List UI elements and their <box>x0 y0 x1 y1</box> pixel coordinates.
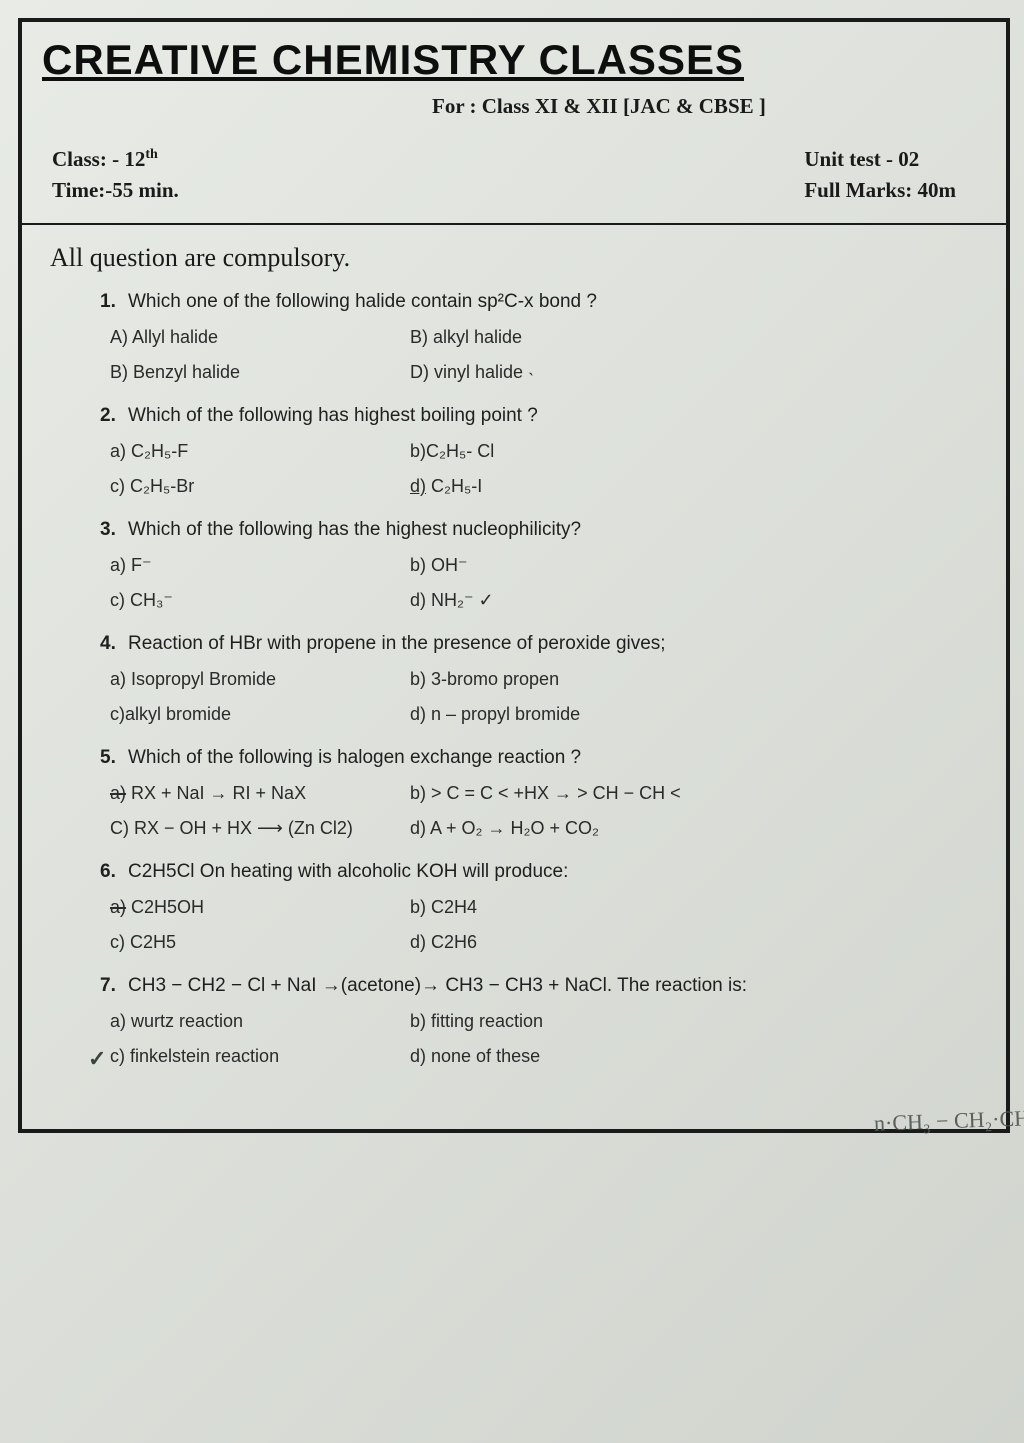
option: a) wurtz reaction <box>110 1011 410 1032</box>
question-number: 3. <box>100 519 128 541</box>
question: 3.Which of the following has the highest… <box>50 519 978 611</box>
question: 4.Reaction of HBr with propene in the pr… <box>50 633 978 725</box>
question-text: 4.Reaction of HBr with propene in the pr… <box>100 633 978 655</box>
question-text: 3.Which of the following has the highest… <box>100 519 978 541</box>
option: B) Benzyl halide <box>110 362 410 383</box>
time-label: Time:-55 min. <box>52 178 179 203</box>
option: b) fitting reaction <box>410 1011 730 1032</box>
options-grid: a) F⁻b) OH⁻c) CH₃⁻d) NH₂⁻ ✓ <box>100 555 978 611</box>
option: b)C₂H₅- Cl <box>410 441 730 462</box>
question-number: 2. <box>100 405 128 427</box>
option: b) OH⁻ <box>410 555 730 576</box>
document-page: CREATIVE CHEMISTRY CLASSES For : Class X… <box>0 0 1024 1443</box>
question: 7.CH3 − CH2 − Cl + NaI →(acetone)→ CH3 −… <box>50 975 978 1067</box>
options-grid: a) RX + NaI → RI + NaXb) > C = C < +HX →… <box>100 783 978 839</box>
option: A) Allyl halide <box>110 327 410 348</box>
option: a) F⁻ <box>110 555 410 576</box>
option: d) n – propyl bromide <box>410 704 730 725</box>
meta-right: Unit test - 02 Full Marks: 40m <box>804 147 956 203</box>
meta-left: Class: - 12th Time:-55 min. <box>52 147 179 203</box>
question: 5.Which of the following is halogen exch… <box>50 747 978 839</box>
option: d) none of these <box>410 1046 730 1067</box>
body-block: All question are compulsory. 1.Which one… <box>22 225 1006 1129</box>
header-block: CREATIVE CHEMISTRY CLASSES For : Class X… <box>22 22 1006 225</box>
question-text: 6.C2H5Cl On heating with alcoholic KOH w… <box>100 861 978 883</box>
option: d) A + O₂ → H₂O + CO₂ <box>410 818 730 839</box>
question-body: C2H5Cl On heating with alcoholic KOH wil… <box>128 861 568 882</box>
question-body: Which one of the following halide contai… <box>128 291 597 312</box>
question-number: 6. <box>100 861 128 883</box>
option: c) C2H5 <box>110 932 410 953</box>
class-suffix: th <box>145 147 157 162</box>
question-body: Which of the following is halogen exchan… <box>128 747 581 768</box>
question: 1.Which one of the following halide cont… <box>50 291 978 383</box>
option: a) RX + NaI → RI + NaX <box>110 783 410 804</box>
question-number: 5. <box>100 747 128 769</box>
options-grid: a) C₂H₅-Fb)C₂H₅- Clc) C₂H₅-Brd) C₂H₅-I <box>100 441 978 497</box>
option: a) C₂H₅-F <box>110 441 410 462</box>
question-number: 1. <box>100 291 128 313</box>
for-line: For : Class XI & XII [JAC & CBSE ] <box>432 94 986 119</box>
option: b) C2H4 <box>410 897 730 918</box>
question-body: Which of the following has the highest n… <box>128 519 581 540</box>
question-text: 7.CH3 − CH2 − Cl + NaI →(acetone)→ CH3 −… <box>100 975 978 997</box>
option: a) Isopropyl Bromide <box>110 669 410 690</box>
question-number: 7. <box>100 975 128 997</box>
option: b) 3-bromo propen <box>410 669 730 690</box>
option: c) CH₃⁻ <box>110 590 410 611</box>
option: d) C₂H₅-I <box>410 476 730 497</box>
question-body: CH3 − CH2 − Cl + NaI →(acetone)→ CH3 − C… <box>128 975 747 996</box>
question-text: 5.Which of the following is halogen exch… <box>100 747 978 769</box>
option: a) C2H5OH <box>110 897 410 918</box>
option: d) NH₂⁻ ✓ <box>410 590 730 611</box>
page-border: CREATIVE CHEMISTRY CLASSES For : Class X… <box>18 18 1010 1133</box>
handwritten-note: n·CH₃ − CH₂·CH <box>874 1105 1024 1136</box>
main-title: CREATIVE CHEMISTRY CLASSES <box>42 36 986 84</box>
option: c)alkyl bromide <box>110 704 410 725</box>
options-grid: a) C2H5OHb) C2H4c) C2H5d) C2H6 <box>100 897 978 953</box>
option: c) finkelstein reaction <box>110 1046 410 1067</box>
question-text: 1.Which one of the following halide cont… <box>100 291 978 313</box>
option: D) vinyl halide ˴ <box>410 362 730 383</box>
question-body: Which of the following has highest boili… <box>128 405 538 426</box>
options-grid: a) Isopropyl Bromideb) 3-bromo propenc)a… <box>100 669 978 725</box>
option: b) > C = C < +HX → > CH − CH < <box>410 783 730 804</box>
question: 2.Which of the following has highest boi… <box>50 405 978 497</box>
option: d) C2H6 <box>410 932 730 953</box>
question-body: Reaction of HBr with propene in the pres… <box>128 633 666 654</box>
option: C) RX − OH + HX ⟶ (Zn Cl2) <box>110 818 410 839</box>
unit-label: Unit test - 02 <box>804 147 956 172</box>
instruction-line: All question are compulsory. <box>50 243 978 273</box>
question-text: 2.Which of the following has highest boi… <box>100 405 978 427</box>
question-number: 4. <box>100 633 128 655</box>
class-label: Class: - 12th <box>52 147 179 172</box>
option: c) C₂H₅-Br <box>110 476 410 497</box>
options-grid: a) wurtz reactionb) fitting reactionc) f… <box>100 1011 978 1067</box>
option: B) alkyl halide <box>410 327 730 348</box>
question: 6.C2H5Cl On heating with alcoholic KOH w… <box>50 861 978 953</box>
meta-row: Class: - 12th Time:-55 min. Unit test - … <box>42 147 986 203</box>
options-grid: A) Allyl halideB) alkyl halideB) Benzyl … <box>100 327 978 383</box>
marks-label: Full Marks: 40m <box>804 178 956 203</box>
class-text: Class: - 12 <box>52 147 145 171</box>
questions-container: 1.Which one of the following halide cont… <box>50 291 978 1067</box>
